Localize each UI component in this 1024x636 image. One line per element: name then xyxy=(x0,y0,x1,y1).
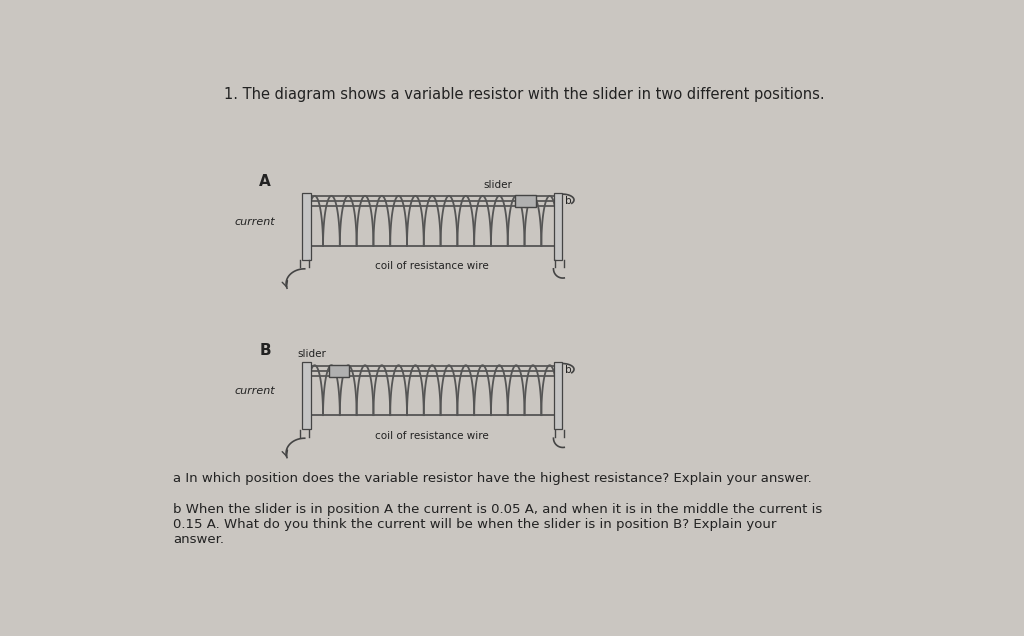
Bar xyxy=(302,193,310,259)
Text: slider: slider xyxy=(297,350,327,359)
Bar xyxy=(515,195,536,207)
Bar xyxy=(329,365,349,377)
Bar xyxy=(302,362,310,429)
Text: b: b xyxy=(565,365,572,375)
Text: B: B xyxy=(259,343,271,358)
Text: b When the slider is in position A the current is 0.05 A, and when it is in the : b When the slider is in position A the c… xyxy=(173,503,822,546)
Text: 1. The diagram shows a variable resistor with the slider in two different positi: 1. The diagram shows a variable resistor… xyxy=(224,87,825,102)
Text: current: current xyxy=(234,386,274,396)
Text: a In which position does the variable resistor have the highest resistance? Expl: a In which position does the variable re… xyxy=(173,472,812,485)
Text: current: current xyxy=(234,217,274,227)
Text: coil of resistance wire: coil of resistance wire xyxy=(376,431,489,441)
Bar xyxy=(554,362,562,429)
Text: A: A xyxy=(259,174,271,189)
Text: b: b xyxy=(565,196,572,205)
Text: coil of resistance wire: coil of resistance wire xyxy=(376,261,489,271)
Bar xyxy=(554,193,562,259)
Text: slider: slider xyxy=(483,180,513,190)
